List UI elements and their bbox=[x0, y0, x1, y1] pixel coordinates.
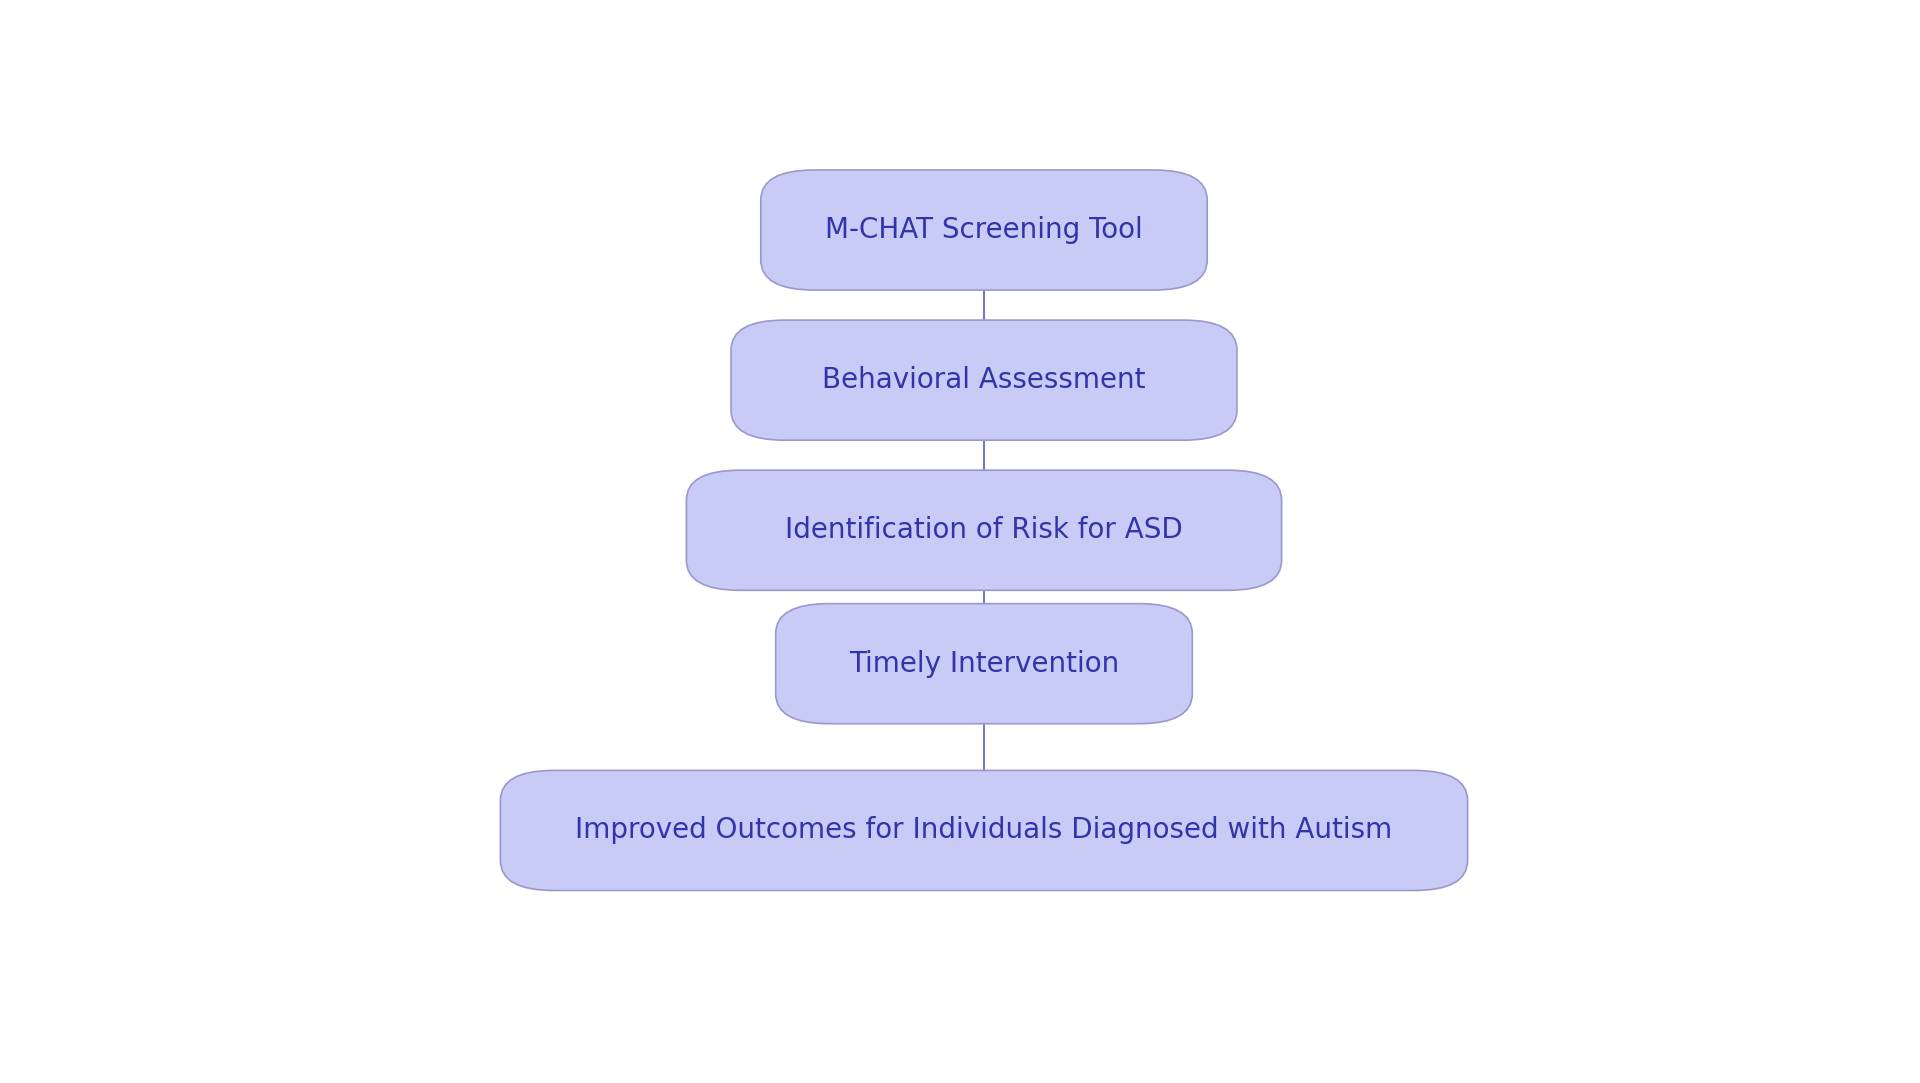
Text: Timely Intervention: Timely Intervention bbox=[849, 650, 1119, 678]
Text: Improved Outcomes for Individuals Diagnosed with Autism: Improved Outcomes for Individuals Diagno… bbox=[576, 817, 1392, 845]
FancyBboxPatch shape bbox=[732, 321, 1236, 440]
FancyBboxPatch shape bbox=[776, 603, 1192, 723]
FancyBboxPatch shape bbox=[687, 470, 1283, 590]
FancyBboxPatch shape bbox=[501, 770, 1467, 890]
FancyBboxPatch shape bbox=[760, 170, 1208, 290]
Text: M-CHAT Screening Tool: M-CHAT Screening Tool bbox=[826, 216, 1142, 244]
Text: Identification of Risk for ASD: Identification of Risk for ASD bbox=[785, 517, 1183, 545]
Text: Behavioral Assessment: Behavioral Assessment bbox=[822, 366, 1146, 394]
